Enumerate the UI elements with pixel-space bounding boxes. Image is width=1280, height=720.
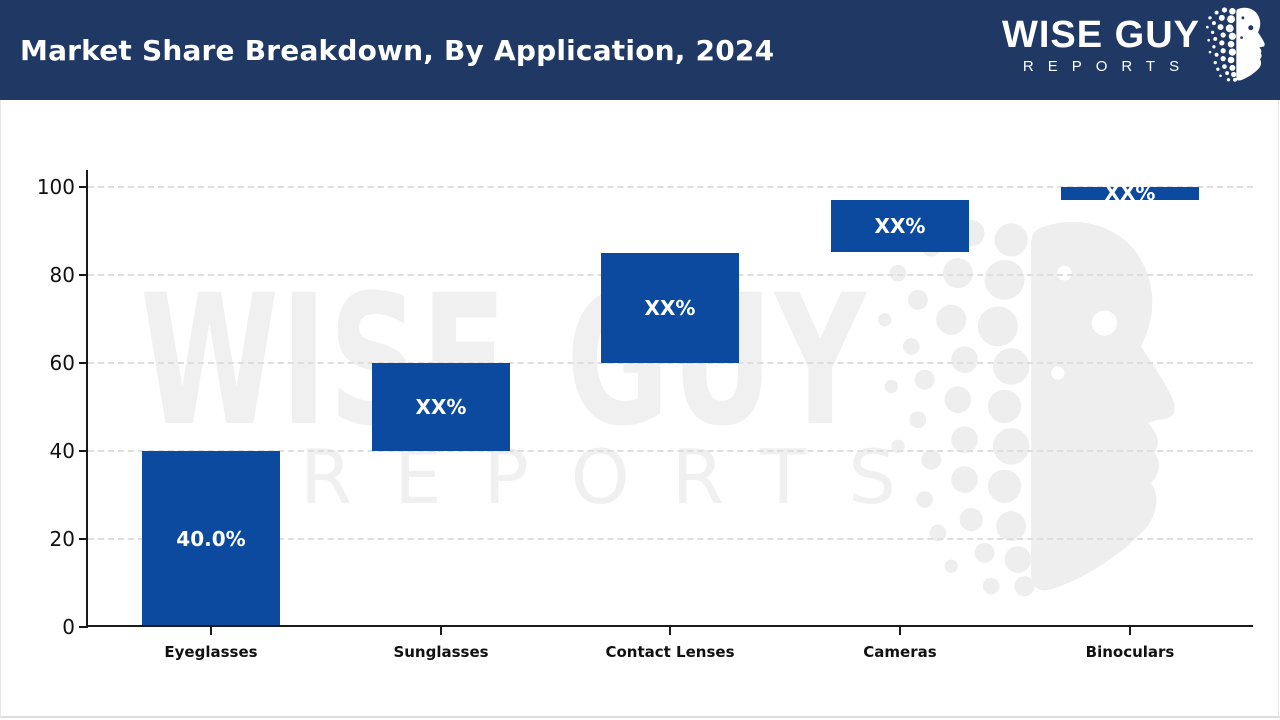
category-label-cameras: Cameras [863,643,937,661]
y-tick-100 [79,185,87,188]
y-tick-0 [79,625,87,628]
category-label-binoculars: Binoculars [1085,643,1175,661]
x-axis-line [86,625,1253,627]
gridline-100 [88,185,1253,188]
bar-eyeglasses [142,450,280,627]
y-tick-20 [79,537,87,540]
bar-contact-lenses [601,252,739,363]
gridline-60 [88,361,1253,364]
header-banner: Market Share Breakdown, By Application, … [0,0,1280,100]
category-label-sunglasses: Sunglasses [393,643,489,661]
page-border-bottom [0,716,1280,718]
wise-guy-reports-logo: WISE GUY REPORTS [1002,6,1268,85]
y-tick-80 [79,273,87,276]
x-tick-4 [899,627,901,635]
y-tick-label-0: 0 [62,614,75,639]
page-border-left [0,100,1,718]
logo-face-icon [1202,6,1268,85]
y-tick-40 [79,449,87,452]
y-tick-label-80: 80 [49,262,75,287]
x-tick-2 [440,627,442,635]
page-border-right [1278,100,1279,718]
bar-cameras [831,199,969,253]
y-tick-label-100: 100 [36,174,75,199]
chart-plot: WISE GUY REPORTS 40.0% XX% XX% XX% XX% 0 20 40 6… [0,100,1280,720]
chart-title: Market Share Breakdown, By Application, … [20,33,775,67]
bar-label-3: XX% [644,295,696,320]
y-tick-label-60: 60 [49,350,75,375]
x-tick-5 [1129,627,1131,635]
x-tick-3 [669,627,671,635]
bar-label-2: XX% [415,394,467,419]
bar-label-4: XX% [874,214,926,239]
y-axis-line [86,170,88,628]
bar-binoculars [1061,186,1199,200]
gridline-20 [88,537,1253,540]
category-label-eyeglasses: Eyeglasses [164,643,258,661]
category-label-contact-lenses: Contact Lenses [605,643,735,661]
logo-text: WISE GUY REPORTS [1001,14,1200,75]
y-tick-label-20: 20 [49,526,75,551]
logo-name-text: WISE GUY [1001,14,1200,57]
logo-reports-text: REPORTS [1022,57,1194,75]
gridline-40 [88,449,1253,452]
y-tick-60 [79,361,87,364]
watermark-reports: REPORTS [300,433,938,521]
bar-label-5: XX% [1104,181,1156,206]
x-tick-1 [210,627,212,635]
y-tick-label-40: 40 [49,438,75,463]
bar-sunglasses [372,362,510,451]
bar-label-1: 40.0% [176,526,246,551]
